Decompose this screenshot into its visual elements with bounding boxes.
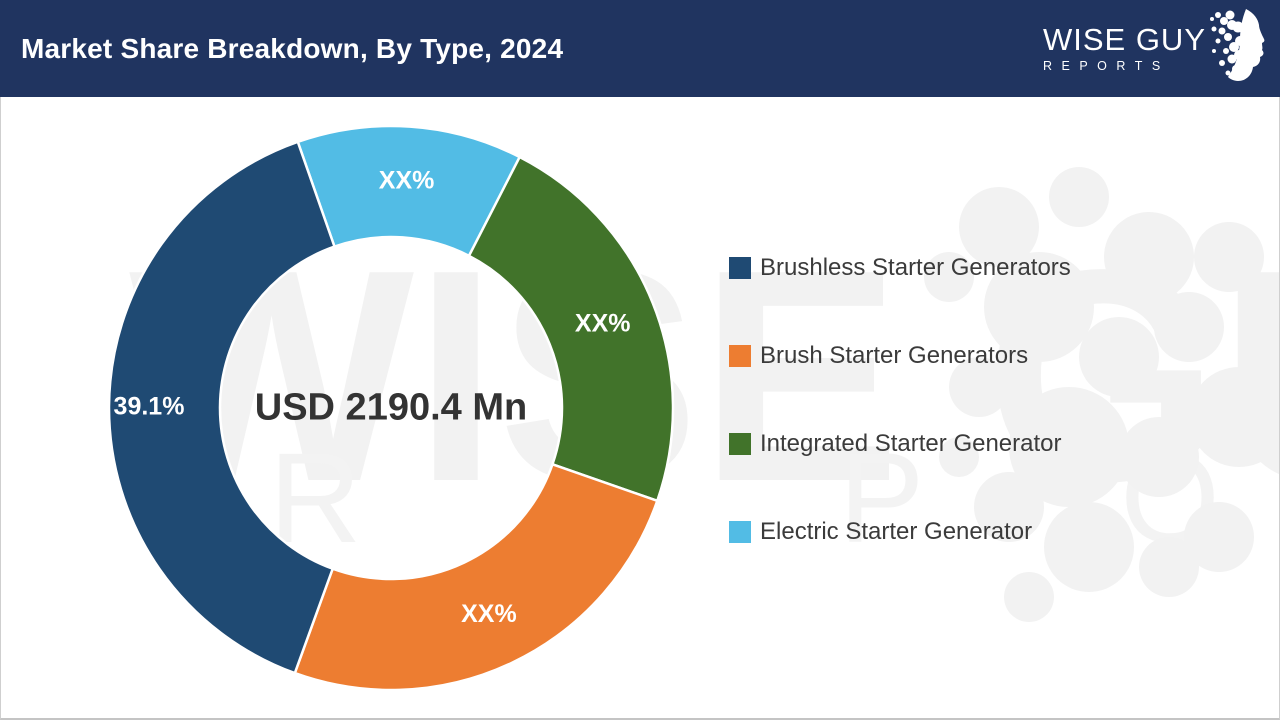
legend-item-integrated[interactable]: Integrated Starter Generator [729,430,1071,457]
legend-label: Brush Starter Generators [760,342,1029,369]
donut-chart: XX% XX% XX% 39.1% [107,124,675,692]
background-watermark: WISE GUY REPORTS [1,97,1279,718]
wiseguy-logo: WISE GUY REPORTS [1043,7,1266,91]
legend-swatch-brushless [729,257,751,279]
legend-label: Brushless Starter Generators [760,254,1071,281]
legend-item-electric[interactable]: Electric Starter Generator [729,518,1071,545]
segment-value-label: 39.1% [114,393,185,421]
logo-subtitle: REPORTS [1042,59,1170,73]
legend-label: Electric Starter Generator [760,518,1033,545]
segment-value-label: XX% [461,600,517,628]
donut-segment-integrated-starter-generator[interactable] [467,155,675,503]
page-title: Market Share Breakdown, By Type, 2024 [21,32,564,64]
chart-legend: Brushless Starter Generators Brush Start… [729,254,1071,609]
segment-value-label: XX% [379,167,435,195]
legend-swatch-electric [729,521,751,543]
chart-area: WISE GUY REPORTS XX% XX% XX% 39.1% USD 2190… [0,97,1280,720]
legend-item-brushless[interactable]: Brushless Starter Generators [729,254,1071,281]
segment-value-label: XX% [575,309,631,337]
donut-segment-brushless-starter-generators[interactable] [107,140,336,675]
logo-wordmark: WISE GUY [1042,22,1206,57]
header-bar: Market Share Breakdown, By Type, 2024 WI… [0,0,1280,97]
wiseguy-face-icon [1210,8,1265,81]
legend-swatch-brush [729,345,751,367]
legend-swatch-integrated [729,433,751,455]
legend-label: Integrated Starter Generator [760,430,1062,457]
watermark-face-dots [924,167,1279,622]
legend-item-brush[interactable]: Brush Starter Generators [729,342,1071,369]
chart-center-value: USD 2190.4 Mn [254,386,528,429]
donut-segment-brush-starter-generators[interactable] [293,463,659,692]
